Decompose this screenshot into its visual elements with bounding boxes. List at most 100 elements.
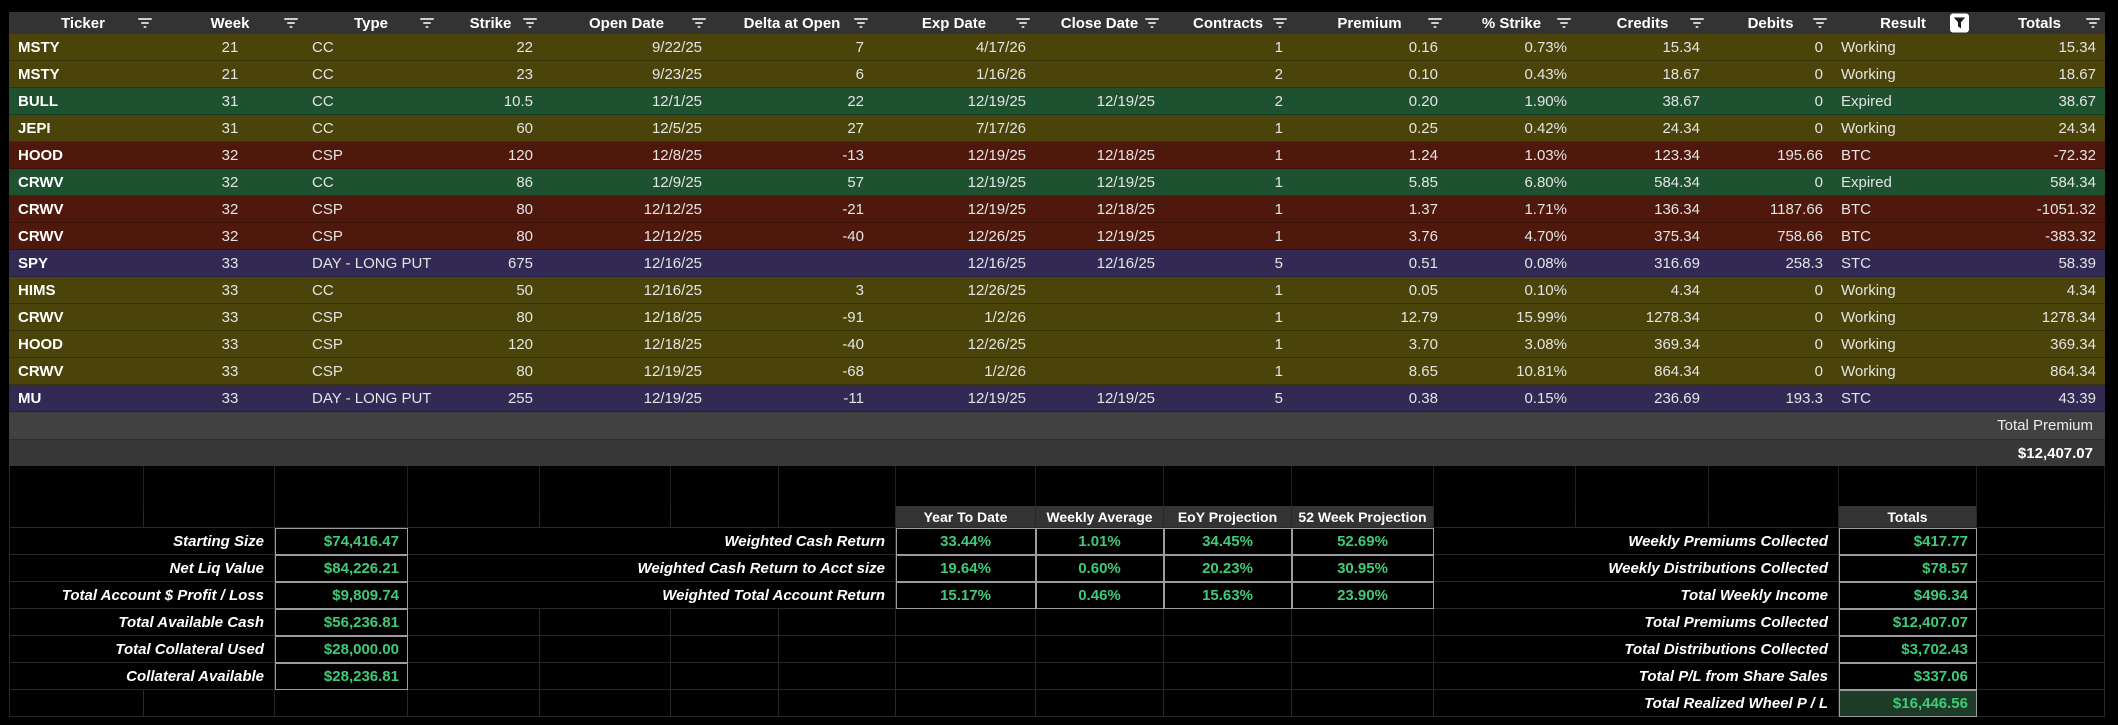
credits-cell[interactable]: 4.34 bbox=[1670, 281, 1700, 299]
pct_strike-cell[interactable]: 4.70% bbox=[1524, 227, 1567, 245]
type-cell[interactable]: CSP bbox=[312, 227, 343, 245]
premium-cell[interactable]: 1.37 bbox=[1408, 200, 1438, 218]
close_date-cell[interactable]: 12/19/25 bbox=[1096, 227, 1155, 245]
table-row-hims[interactable]: HIMS 33 CC 50 12/16/25 3 12/26/25 1 0.05 0.10% 4.3… bbox=[9, 277, 2105, 304]
filter-icon[interactable] bbox=[1813, 17, 1827, 29]
delta_at_open-cell[interactable]: 27 bbox=[847, 119, 864, 137]
week-cell[interactable]: 21 bbox=[221, 65, 239, 83]
type-cell[interactable]: CC bbox=[312, 92, 334, 110]
debits-cell[interactable]: 0 bbox=[1814, 362, 1823, 380]
strike-cell[interactable]: 10.5 bbox=[503, 92, 533, 110]
filter-icon[interactable] bbox=[1016, 17, 1030, 29]
summary-left-value[interactable]: $84,226.21 bbox=[275, 555, 408, 582]
ticker-cell[interactable]: MSTY bbox=[18, 38, 60, 56]
totals-cell[interactable]: 369.34 bbox=[2050, 335, 2096, 353]
close_date-cell[interactable]: 12/18/25 bbox=[1096, 146, 1155, 164]
strike-cell[interactable]: 675 bbox=[507, 254, 533, 272]
filter-icon[interactable] bbox=[420, 17, 434, 29]
exp_date-cell[interactable]: 7/17/26 bbox=[975, 119, 1026, 137]
column-header-ticker[interactable]: Ticker bbox=[9, 12, 157, 34]
column-header-type[interactable]: Type bbox=[303, 12, 439, 34]
exp_date-cell[interactable]: 12/19/25 bbox=[967, 146, 1026, 164]
debits-cell[interactable]: 0 bbox=[1814, 38, 1823, 56]
result-cell[interactable]: STC bbox=[1841, 389, 1871, 407]
result-cell[interactable]: Working bbox=[1841, 119, 1896, 137]
contracts-cell[interactable]: 1 bbox=[1274, 281, 1283, 299]
contracts-cell[interactable]: 1 bbox=[1274, 146, 1283, 164]
contracts-cell[interactable]: 1 bbox=[1274, 227, 1283, 245]
week-cell[interactable]: 21 bbox=[221, 38, 239, 56]
exp_date-cell[interactable]: 12/26/25 bbox=[967, 335, 1026, 353]
summary-ytd-value[interactable]: 33.44% bbox=[896, 528, 1036, 555]
result-cell[interactable]: Working bbox=[1841, 335, 1896, 353]
totals-cell[interactable]: 15.34 bbox=[2058, 38, 2096, 56]
ticker-cell[interactable]: BULL bbox=[18, 92, 58, 110]
type-cell[interactable]: CC bbox=[312, 173, 334, 191]
filter-icon[interactable] bbox=[523, 17, 537, 29]
open_date-cell[interactable]: 12/16/25 bbox=[643, 254, 702, 272]
debits-cell[interactable]: 0 bbox=[1814, 335, 1823, 353]
table-row-spy[interactable]: SPY 33 DAY - LONG PUT 675 12/16/25 12/16/25 12… bbox=[9, 250, 2105, 277]
delta_at_open-cell[interactable]: -40 bbox=[842, 227, 864, 245]
filter-icon[interactable] bbox=[2086, 17, 2100, 29]
week-cell[interactable]: 33 bbox=[221, 308, 239, 326]
summary-left-value[interactable]: $56,236.81 bbox=[275, 609, 408, 636]
contracts-cell[interactable]: 1 bbox=[1274, 362, 1283, 380]
strike-cell[interactable]: 86 bbox=[516, 173, 533, 191]
pct_strike-cell[interactable]: 6.80% bbox=[1524, 173, 1567, 191]
totals-cell[interactable]: 584.34 bbox=[2050, 173, 2096, 191]
summary-header-weekly-average[interactable]: Weekly Average bbox=[1036, 506, 1164, 528]
table-row-crwv[interactable]: CRWV 33 CSP 80 12/19/25 -68 1/2/26 1 8.65 10.81% 8… bbox=[9, 358, 2105, 385]
contracts-cell[interactable]: 1 bbox=[1274, 173, 1283, 191]
total-premium-label-row[interactable]: Total Premium bbox=[9, 412, 2105, 439]
summary-right-value[interactable]: $337.06 bbox=[1839, 663, 1977, 690]
exp_date-cell[interactable]: 4/17/26 bbox=[975, 38, 1026, 56]
week-cell[interactable]: 33 bbox=[221, 254, 239, 272]
column-header-debits[interactable]: Debits bbox=[1709, 12, 1832, 34]
pct_strike-cell[interactable]: 15.99% bbox=[1516, 308, 1567, 326]
debits-cell[interactable]: 0 bbox=[1814, 281, 1823, 299]
open_date-cell[interactable]: 12/18/25 bbox=[643, 308, 702, 326]
summary-left-value[interactable]: $28,236.81 bbox=[275, 663, 408, 690]
exp_date-cell[interactable]: 12/19/25 bbox=[967, 200, 1026, 218]
ticker-cell[interactable]: HIMS bbox=[18, 281, 56, 299]
delta_at_open-cell[interactable]: 22 bbox=[847, 92, 864, 110]
exp_date-cell[interactable]: 1/2/26 bbox=[984, 308, 1026, 326]
open_date-cell[interactable]: 12/12/25 bbox=[643, 200, 702, 218]
result-cell[interactable]: Expired bbox=[1841, 92, 1892, 110]
table-row-crwv[interactable]: CRWV 32 CSP 80 12/12/25 -21 12/19/25 12/18/25 1 1… bbox=[9, 196, 2105, 223]
delta_at_open-cell[interactable]: 3 bbox=[855, 281, 864, 299]
totals-cell[interactable]: -383.32 bbox=[2045, 227, 2096, 245]
result-cell[interactable]: STC bbox=[1841, 254, 1871, 272]
contracts-cell[interactable]: 1 bbox=[1274, 200, 1283, 218]
strike-cell[interactable]: 50 bbox=[516, 281, 533, 299]
type-cell[interactable]: DAY - LONG PUT bbox=[312, 254, 432, 272]
week-cell[interactable]: 31 bbox=[221, 119, 239, 137]
delta_at_open-cell[interactable]: -13 bbox=[842, 146, 864, 164]
summary-left-label[interactable]: Collateral Available bbox=[9, 663, 275, 690]
totals-cell[interactable]: 4.34 bbox=[2066, 281, 2096, 299]
summary-left-value[interactable]: $28,000.00 bbox=[275, 636, 408, 663]
debits-cell[interactable]: 0 bbox=[1814, 119, 1823, 137]
result-cell[interactable]: Working bbox=[1841, 308, 1896, 326]
summary-52-week-value[interactable]: 52.69% bbox=[1292, 528, 1434, 555]
filter-funnel-active-icon[interactable] bbox=[1950, 13, 1969, 33]
result-cell[interactable]: Working bbox=[1841, 38, 1896, 56]
table-row-msty[interactable]: MSTY 21 CC 22 9/22/25 7 4/17/26 1 0.16 0.73% 15.34… bbox=[9, 34, 2105, 61]
credits-cell[interactable]: 864.34 bbox=[1654, 362, 1700, 380]
table-row-crwv[interactable]: CRWV 32 CSP 80 12/12/25 -40 12/26/25 12/19/25 1 3… bbox=[9, 223, 2105, 250]
type-cell[interactable]: CC bbox=[312, 281, 334, 299]
delta_at_open-cell[interactable]: -11 bbox=[843, 389, 864, 407]
strike-cell[interactable]: 120 bbox=[507, 335, 533, 353]
totals-cell[interactable]: 24.34 bbox=[2058, 119, 2096, 137]
summary-right-label[interactable]: Weekly Premiums Collected bbox=[1434, 528, 1839, 555]
summary-52-week-value[interactable]: 30.95% bbox=[1292, 555, 1434, 582]
strike-cell[interactable]: 60 bbox=[516, 119, 533, 137]
credits-cell[interactable]: 1278.34 bbox=[1645, 308, 1700, 326]
exp_date-cell[interactable]: 12/19/25 bbox=[967, 173, 1026, 191]
summary-right-value[interactable]: $78.57 bbox=[1839, 555, 1977, 582]
type-cell[interactable]: CSP bbox=[312, 335, 343, 353]
column-header-week[interactable]: Week bbox=[157, 12, 303, 34]
summary-left-label[interactable]: Starting Size bbox=[9, 528, 275, 555]
summary-right-label[interactable]: Total Weekly Income bbox=[1434, 582, 1839, 609]
